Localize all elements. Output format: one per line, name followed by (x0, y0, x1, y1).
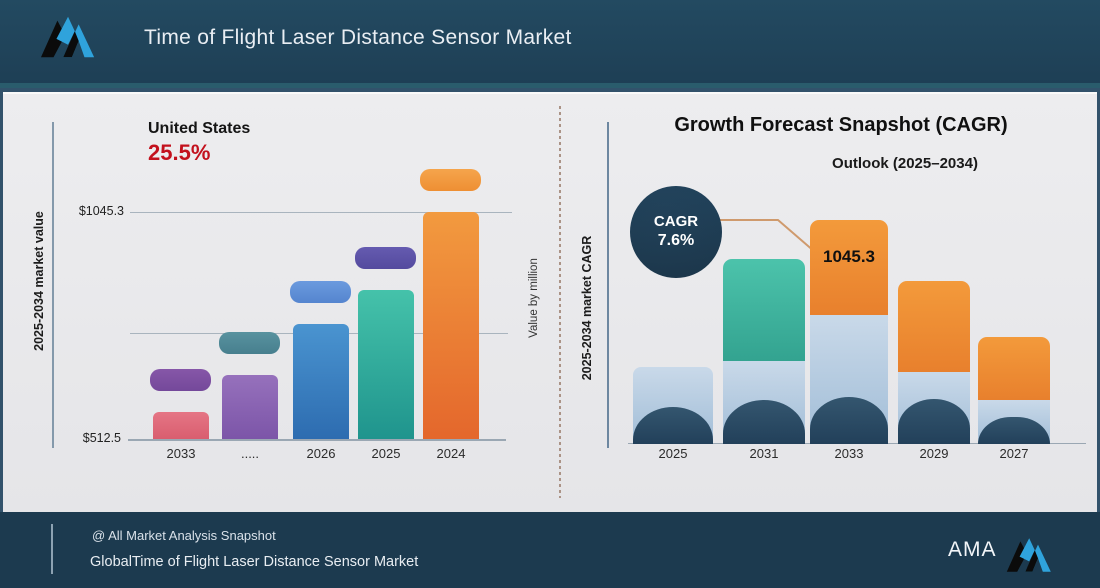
left-bar-2026 (293, 324, 349, 439)
panel-divider (559, 106, 561, 498)
right-xlabel-2025: 2025 (658, 446, 688, 461)
right-chart-title: Growth Forecast Snapshot (CAGR) (674, 114, 1008, 136)
left-ytick-top: $1045.3 (78, 204, 124, 218)
right-xlabel-2027: 2027 (999, 446, 1029, 461)
left-bar-cap-2024 (420, 169, 481, 191)
left-bar-cap-2033 (150, 369, 211, 391)
right-bar-base-segment (810, 397, 888, 444)
left-gridline-top (130, 212, 512, 213)
right-bar-2025 (633, 367, 713, 444)
left-x-axis-line (128, 439, 506, 441)
footer-divider (51, 524, 53, 574)
left-ytick-bottom: $512.5 (82, 431, 121, 445)
charts-panel: 2025-2034 market value United States 25.… (3, 92, 1097, 512)
right-bar-top-segment (898, 281, 970, 372)
header: Time of Flight Laser Distance Sensor Mar… (0, 0, 1100, 88)
left-bar-2024 (423, 212, 479, 439)
right-xlabel-2031: 2031 (749, 446, 779, 461)
right-bar-2031 (723, 259, 805, 444)
right-bar-base-segment (898, 399, 970, 444)
right-xlabel-2033: 2033 (834, 446, 864, 461)
cagr-badge-label: CAGR (653, 212, 699, 230)
right-bar-2033 (810, 220, 888, 444)
right-bar-top-segment (810, 220, 888, 315)
left-bar-2033 (153, 412, 209, 439)
footer: @ All Market Analysis Snapshot GlobalTim… (0, 512, 1100, 588)
left-bar-2025 (358, 290, 414, 439)
left-chart-region-label: United States (148, 120, 251, 137)
left-xlabel-2025: 2025 (371, 446, 401, 461)
left-bar-cap-2026 (290, 281, 351, 303)
left-xlabel-.....: ..... (240, 446, 260, 461)
right-y-axis-line (607, 122, 609, 448)
right-xlabel-2029: 2029 (919, 446, 949, 461)
left-xlabel-2024: 2024 (436, 446, 466, 461)
footer-brand-text: AMA (948, 538, 997, 561)
cagr-badge: CAGR 7.6% (630, 186, 722, 278)
left-xlabel-2026: 2026 (306, 446, 336, 461)
footer-snapshot-text: @ All Market Analysis Snapshot (92, 528, 276, 543)
right-bar-annotation: 1045.3 (823, 247, 875, 266)
footer-market-text: GlobalTime of Flight Laser Distance Sens… (90, 554, 419, 570)
right-bar-top-segment (978, 337, 1050, 400)
left-bar-cap-2025 (355, 247, 416, 269)
left-bar-cap-..... (219, 332, 280, 354)
right-bar-top-segment (723, 259, 805, 361)
right-bar-2027 (978, 337, 1050, 444)
cagr-badge-value: 7.6% (657, 232, 695, 250)
right-y-axis-title: 2025-2034 market CAGR (580, 235, 594, 381)
ama-logo-icon (40, 16, 95, 58)
left-secondary-axis-title: Value by million (528, 258, 540, 338)
left-xlabel-2033: 2033 (166, 446, 196, 461)
page-title: Time of Flight Laser Distance Sensor Mar… (144, 26, 572, 49)
left-y-axis-line (52, 122, 54, 448)
footer-ama-logo-icon (1006, 538, 1051, 572)
right-bar-2029 (898, 281, 970, 444)
left-bar-..... (222, 375, 278, 439)
left-chart-region-value: 25.5% (148, 140, 211, 165)
right-chart-subtitle: Outlook (2025–2034) (832, 155, 978, 172)
